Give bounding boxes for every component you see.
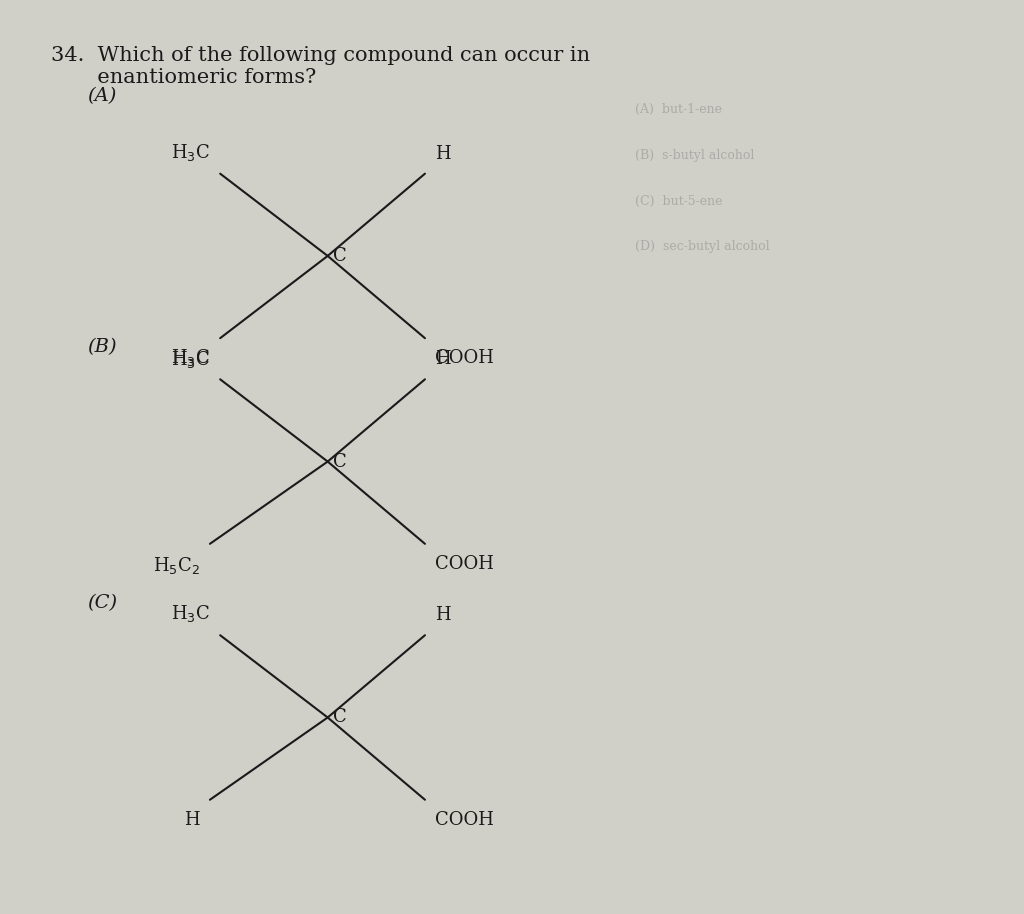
Text: (D)  sec-butyl alcohol: (D) sec-butyl alcohol bbox=[635, 240, 769, 253]
Text: (A): (A) bbox=[87, 87, 117, 105]
Text: (B)  s-butyl alcohol: (B) s-butyl alcohol bbox=[635, 149, 755, 162]
Text: (C)  but-5-ene: (C) but-5-ene bbox=[635, 195, 722, 207]
Text: H$_5$C$_2$: H$_5$C$_2$ bbox=[153, 555, 200, 576]
Text: H$_3$C: H$_3$C bbox=[171, 603, 210, 624]
Text: H$_3$C: H$_3$C bbox=[171, 347, 210, 368]
Text: H$_3$C: H$_3$C bbox=[171, 142, 210, 163]
Text: H: H bbox=[184, 811, 200, 829]
Text: COOH: COOH bbox=[435, 555, 494, 573]
Text: (C): (C) bbox=[87, 594, 117, 612]
Text: 34.  Which of the following compound can occur in
       enantiomeric forms?: 34. Which of the following compound can … bbox=[51, 46, 590, 87]
Text: (A)  but-1-ene: (A) but-1-ene bbox=[635, 103, 722, 116]
Text: H: H bbox=[435, 144, 451, 163]
Text: H: H bbox=[435, 606, 451, 624]
Text: (B): (B) bbox=[87, 338, 117, 356]
Text: COOH: COOH bbox=[435, 349, 494, 367]
Text: H: H bbox=[435, 350, 451, 368]
Text: C: C bbox=[333, 247, 346, 265]
Text: C: C bbox=[333, 708, 346, 727]
Text: COOH: COOH bbox=[435, 811, 494, 829]
Text: H$_3$C: H$_3$C bbox=[171, 349, 210, 370]
Text: C: C bbox=[333, 452, 346, 471]
